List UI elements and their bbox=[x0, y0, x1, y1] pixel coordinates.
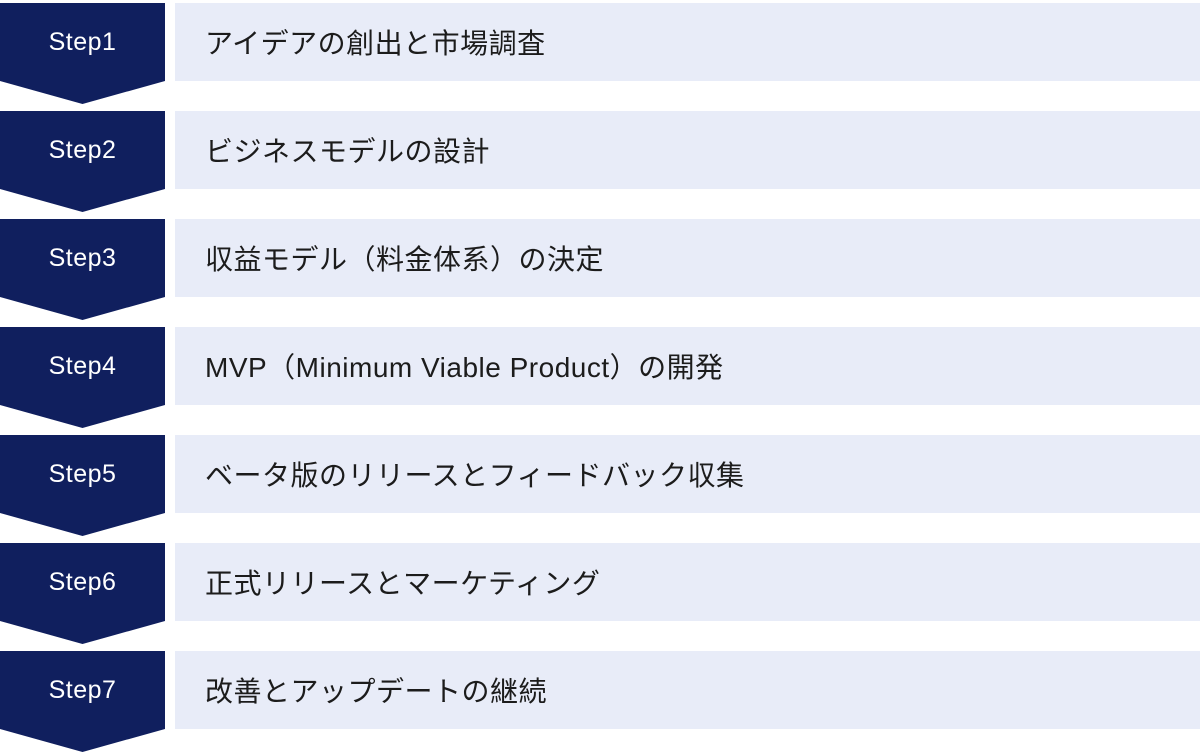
step-chevron: Step7 bbox=[0, 651, 165, 752]
step-number-label: Step4 bbox=[48, 351, 117, 380]
step-chevron: Step6 bbox=[0, 543, 165, 644]
step-description-bar: 改善とアップデートの継続 bbox=[175, 651, 1200, 729]
step-row: Step5 ベータ版のリリースとフィードバック収集 bbox=[0, 432, 1200, 540]
step-row: Step4 MVP（Minimum Viable Product）の開発 bbox=[0, 324, 1200, 432]
step-number-label: Step1 bbox=[48, 27, 117, 56]
step-number-label: Step7 bbox=[48, 675, 117, 704]
step-number-label: Step3 bbox=[48, 243, 117, 272]
step-description: アイデアの創出と市場調査 bbox=[205, 28, 546, 59]
step-description-bar: MVP（Minimum Viable Product）の開発 bbox=[175, 327, 1200, 405]
step-number-label: Step6 bbox=[48, 567, 117, 596]
step-row: Step2 ビジネスモデルの設計 bbox=[0, 108, 1200, 216]
step-row: Step1 アイデアの創出と市場調査 bbox=[0, 0, 1200, 108]
step-description: MVP（Minimum Viable Product）の開発 bbox=[205, 352, 724, 383]
step-chevron: Step1 bbox=[0, 3, 165, 104]
step-description-bar: ベータ版のリリースとフィードバック収集 bbox=[175, 435, 1200, 513]
step-description-bar: 正式リリースとマーケティング bbox=[175, 543, 1200, 621]
step-chevron: Step5 bbox=[0, 435, 165, 536]
step-chevron: Step2 bbox=[0, 111, 165, 212]
step-number-label: Step2 bbox=[48, 135, 117, 164]
step-description: 収益モデル（料金体系）の決定 bbox=[205, 244, 605, 275]
step-chevron: Step3 bbox=[0, 219, 165, 320]
step-chevron: Step4 bbox=[0, 327, 165, 428]
step-description-bar: ビジネスモデルの設計 bbox=[175, 111, 1200, 189]
step-row: Step3 収益モデル（料金体系）の決定 bbox=[0, 216, 1200, 324]
step-row: Step7 改善とアップデートの継続 bbox=[0, 648, 1200, 756]
step-row: Step6 正式リリースとマーケティング bbox=[0, 540, 1200, 648]
step-description-bar: 収益モデル（料金体系）の決定 bbox=[175, 219, 1200, 297]
step-description: ベータ版のリリースとフィードバック収集 bbox=[205, 460, 745, 491]
step-description: ビジネスモデルの設計 bbox=[205, 136, 491, 167]
step-description-bar: アイデアの創出と市場調査 bbox=[175, 3, 1200, 81]
step-description: 正式リリースとマーケティング bbox=[205, 568, 601, 599]
step-number-label: Step5 bbox=[48, 459, 117, 488]
step-description: 改善とアップデートの継続 bbox=[205, 676, 548, 707]
